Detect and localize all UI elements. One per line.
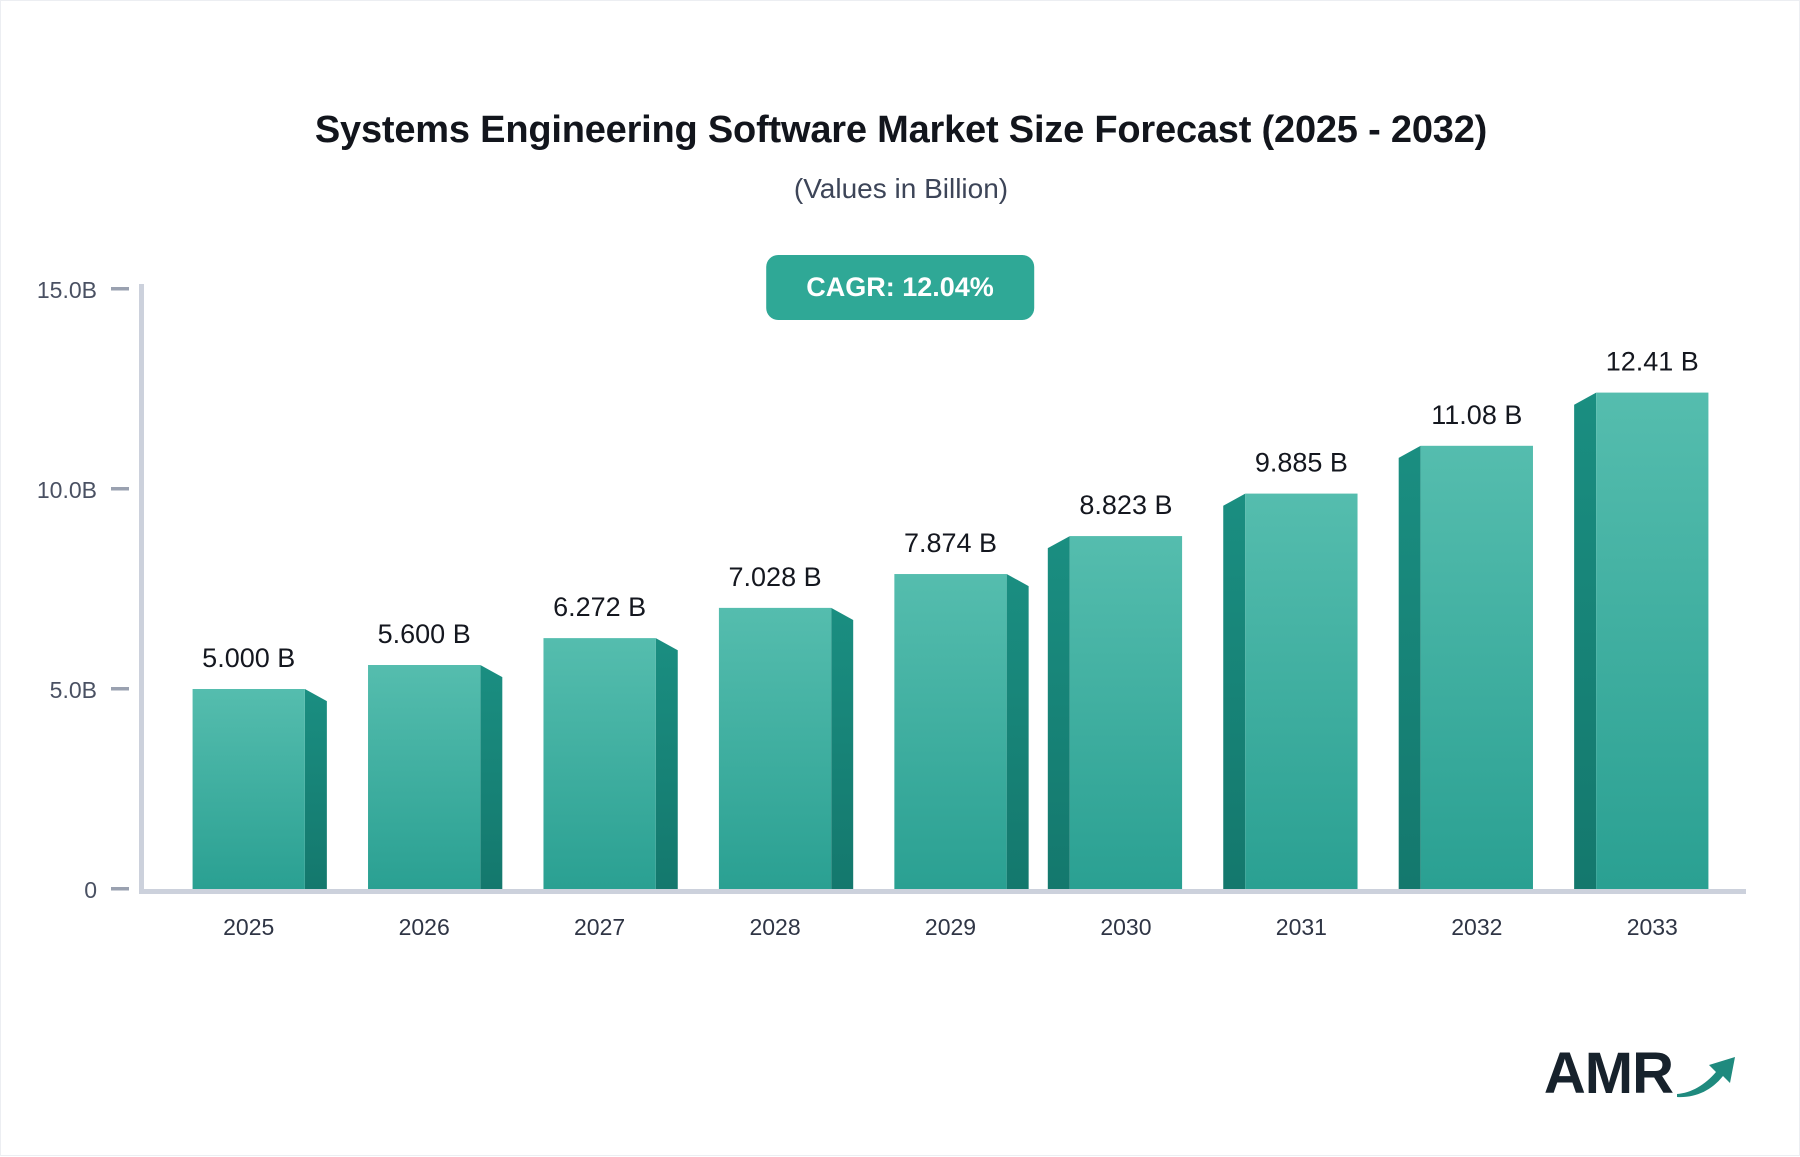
bar-2030[interactable]: [1047, 536, 1183, 889]
y-axis-tick: [111, 887, 129, 891]
bar-side-face: [304, 689, 327, 889]
bar-side-face: [831, 607, 854, 889]
x-axis-category-label: 2027: [574, 914, 625, 940]
bar-side-face: [1574, 392, 1597, 889]
y-axis-tick: [111, 487, 129, 491]
x-axis: 2025 2026 2027 2028 2029 2030 2031 2032 2033: [139, 889, 1746, 940]
amr-wordmark: AMR: [1543, 1041, 1674, 1106]
x-axis-category-label: 2030: [1100, 914, 1151, 940]
y-axis-tick-label: 10.0B: [37, 477, 97, 503]
bar-value-label: 7.028 B: [729, 562, 822, 592]
cagr-badge: CAGR: 12.04%: [766, 255, 1034, 320]
x-axis-line: [139, 889, 1746, 894]
x-axis-category-label: 2026: [399, 914, 450, 940]
bar-front-face: [543, 638, 656, 889]
y-axis-tick: [111, 687, 129, 691]
bar-2031[interactable]: [1223, 493, 1358, 889]
bar-front-face: [718, 607, 832, 889]
bar-front-face: [192, 689, 305, 889]
growth-arrow-icon: [1677, 1057, 1735, 1098]
bar-2027[interactable]: [543, 638, 678, 889]
x-axis-category-label: 2032: [1451, 914, 1502, 940]
y-axis-line: [139, 284, 144, 889]
bar-side-face: [480, 665, 503, 889]
bar-value-label: 8.823 B: [1079, 490, 1172, 520]
bar-2028[interactable]: [718, 607, 854, 889]
bar-2025[interactable]: [192, 689, 327, 889]
bar-side-face: [655, 638, 678, 889]
bar-side-face: [1006, 574, 1029, 889]
page-title: Systems Engineering Software Market Size…: [314, 109, 1488, 151]
y-axis-tick-label: 0: [84, 877, 97, 903]
bar-side-face: [1047, 536, 1070, 889]
bars-group: [192, 392, 1709, 889]
x-axis-category-label: 2031: [1276, 914, 1327, 940]
bar-front-face: [1420, 445, 1533, 889]
bar-front-face: [894, 574, 1007, 889]
y-axis: 0 5.0B 10.0B 15.0B: [37, 277, 144, 903]
bar-front-face: [368, 665, 481, 889]
bar-side-face: [1398, 445, 1421, 889]
x-axis-category-label: 2025: [223, 914, 274, 940]
bar-2026[interactable]: [368, 665, 503, 889]
y-axis-tick: [111, 287, 129, 291]
bar-2032[interactable]: [1398, 445, 1533, 889]
bar-2029[interactable]: [894, 574, 1029, 889]
bar-front-face: [1596, 392, 1709, 889]
bar-value-label: 5.600 B: [378, 619, 471, 649]
amr-logo: AMR: [1544, 1043, 1741, 1103]
bar-value-label: 5.000 B: [202, 643, 295, 673]
y-axis-tick-label: 5.0B: [50, 677, 97, 703]
value-labels-group: 5.000 B 5.600 B 6.272 B 7.028 B 7.874 B 8.823…: [202, 347, 1699, 673]
chart-subtitle: (Values in Billion): [793, 173, 1009, 204]
bar-value-label: 12.41 B: [1606, 347, 1699, 377]
bar-value-label: 6.272 B: [553, 592, 646, 622]
x-axis-category-label: 2029: [925, 914, 976, 940]
bar-front-face: [1069, 536, 1183, 889]
x-axis-category-label: 2033: [1627, 914, 1678, 940]
bar-front-face: [1245, 493, 1358, 889]
bar-value-label: 11.08 B: [1431, 400, 1522, 430]
bar-side-face: [1223, 493, 1246, 889]
bar-value-label: 7.874 B: [904, 528, 997, 558]
bar-2033[interactable]: [1574, 392, 1709, 889]
y-axis-tick-label: 15.0B: [37, 277, 97, 303]
bar-value-label: 9.885 B: [1255, 448, 1348, 478]
x-axis-category-label: 2028: [749, 914, 800, 940]
